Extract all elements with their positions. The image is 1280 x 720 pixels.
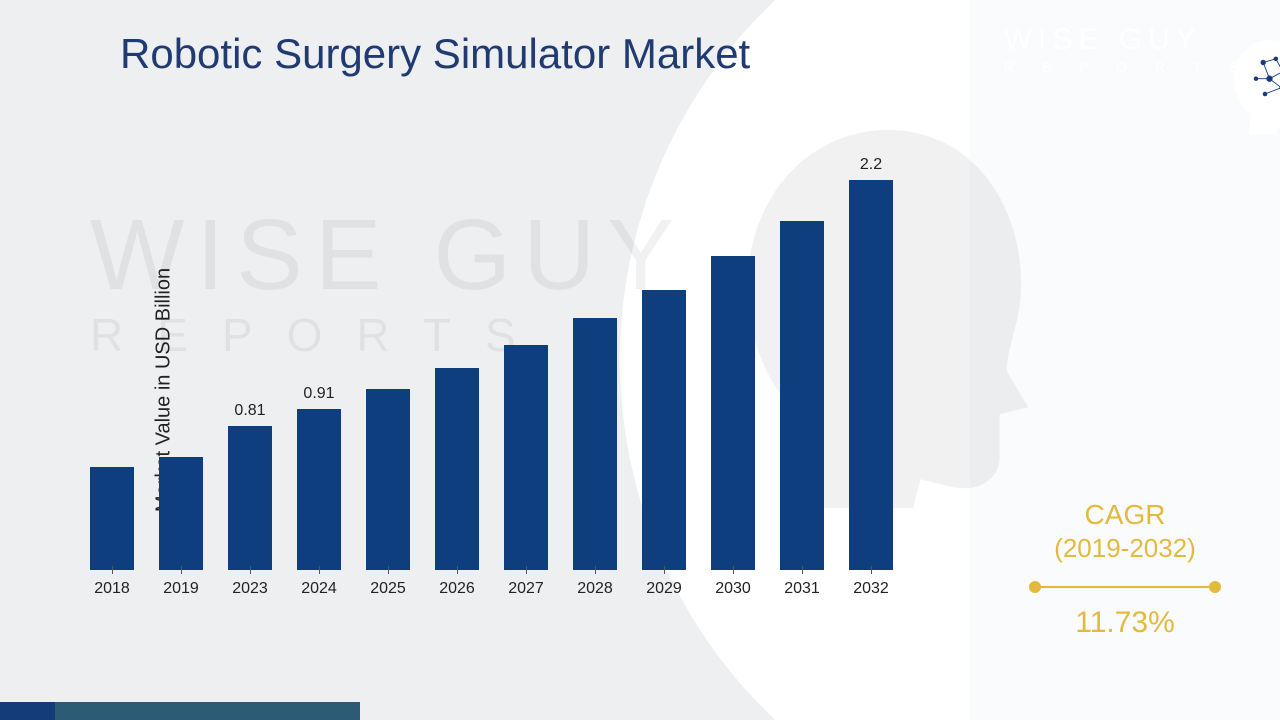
x-axis-label: 2030 [703, 580, 763, 598]
chart-title: Robotic Surgery Simulator Market [120, 30, 750, 78]
bar [435, 368, 479, 570]
cagr-box: CAGR (2019-2032) 11.73% [1010, 499, 1240, 640]
x-axis-tick [733, 566, 734, 574]
bottom-accent-bar-dark [0, 702, 55, 720]
x-axis-tick [526, 566, 527, 574]
bar-value-label: 0.91 [289, 385, 349, 403]
cagr-divider [1035, 586, 1215, 588]
bar-value-label: 0.81 [220, 402, 280, 420]
bar [711, 256, 755, 570]
bar-value-label: 2.2 [841, 156, 901, 174]
chart-plot: 2018201920230.8120240.912025202620272028… [90, 180, 920, 570]
bar [228, 426, 272, 570]
bar [780, 221, 824, 570]
infographic-canvas: Robotic Surgery Simulator Market WISE GU… [0, 0, 1280, 720]
cagr-title: CAGR [1010, 499, 1240, 531]
bar [849, 180, 893, 570]
x-axis-tick [457, 566, 458, 574]
bar [297, 409, 341, 570]
x-axis-tick [871, 566, 872, 574]
x-axis-label: 2023 [220, 580, 280, 598]
x-axis-tick [664, 566, 665, 574]
x-axis-tick [388, 566, 389, 574]
x-axis-label: 2019 [151, 580, 211, 598]
x-axis-tick [319, 566, 320, 574]
bar [90, 467, 134, 570]
bar [159, 457, 203, 570]
x-axis-tick [802, 566, 803, 574]
x-axis-label: 2025 [358, 580, 418, 598]
bar [366, 389, 410, 570]
x-axis-label: 2018 [82, 580, 142, 598]
x-axis-label: 2027 [496, 580, 556, 598]
bar [504, 345, 548, 570]
bar [642, 290, 686, 570]
logo-sub-text: R E P O R T S [1004, 59, 1250, 75]
x-axis-label: 2031 [772, 580, 832, 598]
cagr-range: (2019-2032) [1010, 533, 1240, 564]
logo-main-text: WISE GUY [1004, 25, 1250, 55]
x-axis-label: 2028 [565, 580, 625, 598]
x-axis-tick [595, 566, 596, 574]
x-axis-label: 2024 [289, 580, 349, 598]
x-axis-label: 2032 [841, 580, 901, 598]
brand-logo: WISE GUY R E P O R T S [1004, 25, 1250, 75]
x-axis-tick [250, 566, 251, 574]
x-axis-tick [181, 566, 182, 574]
bar [573, 318, 617, 570]
x-axis-tick [112, 566, 113, 574]
cagr-value: 11.73% [1010, 606, 1240, 640]
head-silhouette-icon [1220, 35, 1280, 135]
x-axis-label: 2026 [427, 580, 487, 598]
chart-area: Market Value in USD Billion 201820192023… [60, 170, 930, 610]
x-axis-label: 2029 [634, 580, 694, 598]
